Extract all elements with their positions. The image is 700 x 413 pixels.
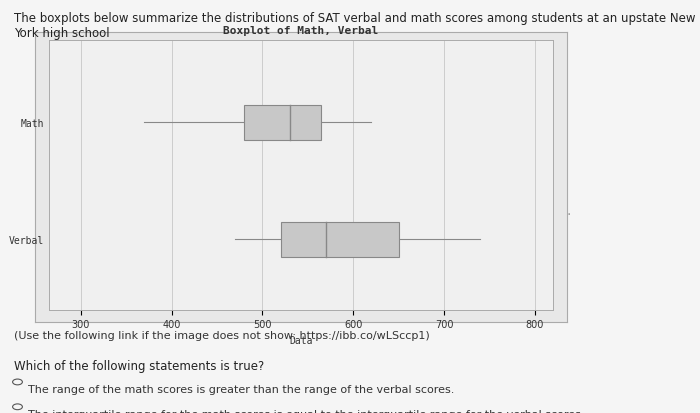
Text: The interquartile range for the math scores is equal to the interquartile range : The interquartile range for the math sco… xyxy=(28,409,584,413)
Text: ·: · xyxy=(567,208,571,222)
Text: The range of the math scores is greater than the range of the verbal scores.: The range of the math scores is greater … xyxy=(28,384,454,394)
Bar xyxy=(281,222,398,257)
X-axis label: Data: Data xyxy=(289,335,313,345)
Text: The boxplots below summarize the distributions of SAT verbal and math scores amo: The boxplots below summarize the distrib… xyxy=(14,12,696,40)
Bar xyxy=(244,105,321,140)
Text: (Use the following link if the image does not show: https://ibb.co/wLSccp1): (Use the following link if the image doe… xyxy=(14,330,430,340)
Title: Boxplot of Math, Verbal: Boxplot of Math, Verbal xyxy=(223,26,379,36)
Text: Which of the following statements is true?: Which of the following statements is tru… xyxy=(14,359,265,372)
